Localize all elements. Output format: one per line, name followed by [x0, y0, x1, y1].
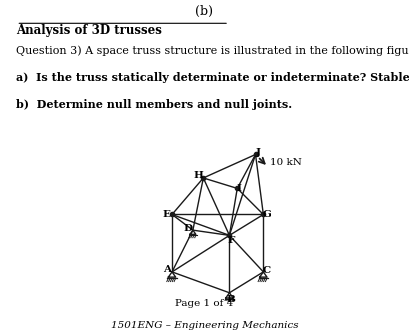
Text: 10 kN: 10 kN [270, 158, 302, 167]
Text: 1501ENG – Engineering Mechanics: 1501ENG – Engineering Mechanics [111, 322, 298, 330]
Text: b)  Determine null members and null joints.: b) Determine null members and null joint… [16, 99, 292, 110]
Text: C: C [263, 266, 271, 275]
Text: I: I [237, 184, 242, 193]
Text: Analysis of 3D trusses: Analysis of 3D trusses [16, 24, 162, 37]
Text: B: B [226, 295, 235, 304]
Text: a)  Is the truss statically determinate or indeterminate? Stable or Unstable? Wh: a) Is the truss statically determinate o… [16, 72, 409, 83]
Text: E: E [162, 210, 170, 219]
Text: J: J [256, 148, 261, 157]
Text: D: D [183, 224, 192, 233]
Text: G: G [263, 210, 272, 219]
Text: F: F [227, 236, 234, 245]
Text: A: A [163, 265, 171, 274]
Text: (b): (b) [196, 4, 213, 17]
Text: Question 3) A space truss structure is illustrated in the following figure.: Question 3) A space truss structure is i… [16, 45, 409, 56]
Text: H: H [193, 171, 203, 180]
Text: Page 1 of 4: Page 1 of 4 [175, 300, 234, 308]
